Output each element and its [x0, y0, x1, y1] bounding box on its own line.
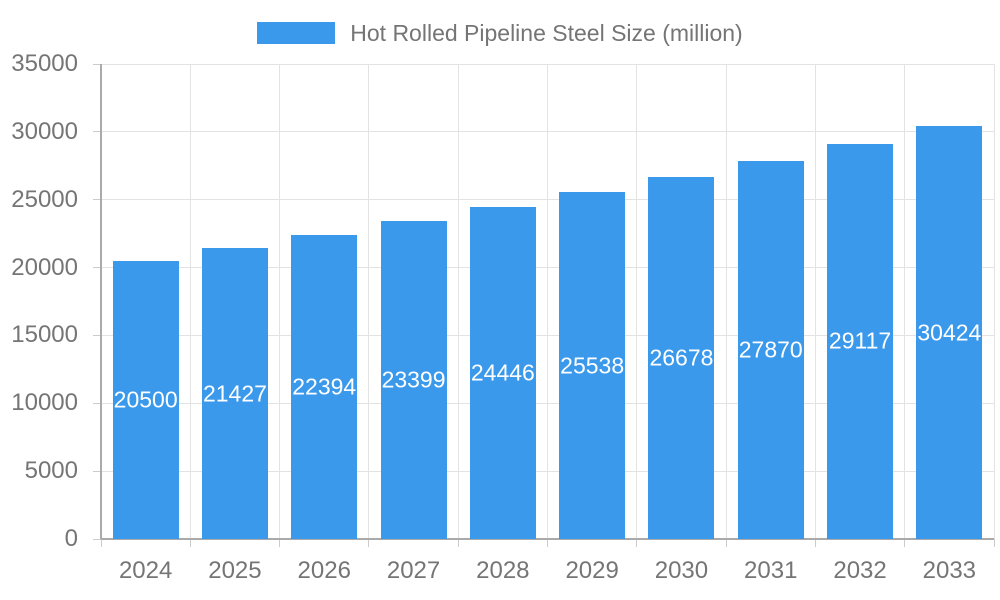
y-axis-tick-label: 5000 — [24, 457, 78, 485]
x-axis-tick — [904, 539, 906, 547]
bar[interactable] — [469, 207, 536, 539]
y-axis-tick-label: 0 — [64, 525, 78, 552]
x-axis-line — [101, 538, 994, 540]
y-axis-line — [100, 64, 102, 539]
bar[interactable] — [291, 235, 358, 539]
y-axis-tick — [93, 470, 101, 472]
x-gridline — [636, 64, 638, 539]
x-gridline — [189, 64, 191, 539]
x-gridline — [725, 64, 727, 539]
y-axis-tick — [93, 402, 101, 404]
x-axis-tick — [636, 539, 638, 547]
y-axis-tick-label: 30000 — [11, 117, 78, 145]
x-axis-tick-label: 2028 — [476, 557, 530, 584]
legend-item[interactable]: Hot Rolled Pipeline Steel Size (million) — [0, 20, 1000, 46]
y-axis-tick-label: 35000 — [11, 50, 78, 77]
x-axis-tick — [279, 539, 281, 547]
y-axis-tick-label: 20000 — [11, 253, 78, 281]
x-axis-tick — [368, 539, 370, 547]
x-axis-tick — [814, 539, 816, 547]
bar[interactable] — [112, 260, 179, 539]
y-axis-tick-label: 25000 — [11, 185, 78, 213]
x-axis-tick-label: 2030 — [654, 557, 709, 584]
x-axis-tick-label: 2032 — [833, 557, 887, 584]
y-axis-tick — [93, 63, 101, 65]
legend-label: Hot Rolled Pipeline Steel Size (million) — [350, 19, 743, 46]
x-axis-tick — [457, 539, 459, 547]
x-axis-tick-label: 2026 — [297, 557, 351, 584]
plot-area: 0 5000 10000 15000 20000 25000 30000 35000 20500… — [11, 51, 995, 584]
y-axis-tick — [93, 131, 101, 133]
x-axis-tick — [100, 539, 102, 547]
x-axis-tick-label: 2024 — [118, 557, 173, 584]
x-axis-tick — [189, 539, 191, 547]
bar[interactable] — [737, 160, 804, 539]
x-gridline — [993, 64, 995, 539]
y-axis-tick — [93, 334, 101, 336]
x-axis-tick — [993, 539, 995, 547]
bar[interactable] — [916, 126, 983, 539]
x-gridline — [457, 64, 459, 539]
x-gridline — [814, 64, 816, 539]
y-axis-tick-label: 10000 — [11, 389, 78, 417]
x-axis-tick-label: 2031 — [744, 557, 798, 584]
x-axis-tick — [547, 539, 548, 547]
x-axis-tick-label: 2029 — [565, 557, 619, 584]
x-gridline — [279, 64, 281, 539]
x-gridline — [904, 64, 906, 539]
x-gridline — [368, 64, 370, 539]
legend-swatch — [257, 22, 336, 44]
y-axis-tick — [93, 267, 101, 269]
bar[interactable] — [827, 143, 894, 539]
bar[interactable] — [559, 192, 626, 539]
x-axis-tick-label: 2025 — [208, 557, 262, 584]
y-axis-tick — [93, 538, 101, 540]
x-axis-tick-label: 2027 — [386, 557, 441, 584]
bar[interactable] — [648, 176, 715, 539]
x-axis-tick-label: 2033 — [922, 557, 977, 584]
bar[interactable] — [201, 248, 268, 539]
x-axis-tick — [725, 539, 727, 547]
x-gridline — [547, 64, 548, 539]
y-axis-tick-label: 15000 — [11, 321, 78, 349]
y-axis-tick — [93, 199, 101, 201]
bar[interactable] — [380, 221, 447, 539]
